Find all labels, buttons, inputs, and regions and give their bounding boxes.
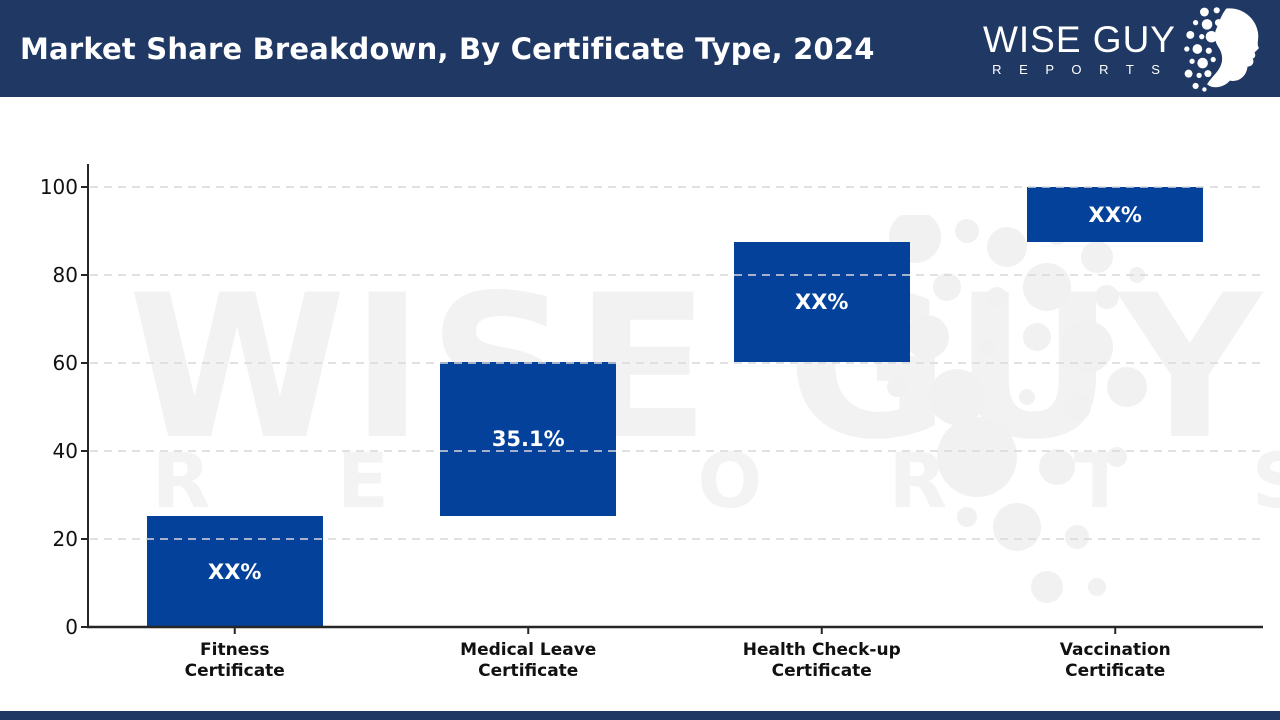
- y-tick-label: 40: [52, 439, 78, 463]
- y-tick-label: 100: [39, 175, 78, 199]
- y-tick-label: 60: [52, 351, 78, 375]
- logo-tagline-text: R E P O R T S: [992, 62, 1167, 77]
- bar-segment-fitness-certificate: XX%: [146, 516, 323, 627]
- bar-value-label: XX%: [208, 559, 262, 584]
- logo-wordmark: WISE GUY R E P O R T S: [983, 21, 1176, 76]
- x-category-label: Health Check-up Certificate: [742, 640, 901, 681]
- y-tick-label: 80: [52, 263, 78, 287]
- logo-name-text: WISE GUY: [982, 19, 1176, 60]
- watermark-head-dots-icon: [887, 215, 1147, 603]
- y-tick-label: 20: [52, 527, 78, 551]
- brand-logo: WISE GUY R E P O R T S: [983, 3, 1266, 95]
- x-category-label: Fitness Certificate: [184, 640, 285, 681]
- y-tick-label: 0: [65, 615, 78, 639]
- chart-title: Market Share Breakdown, By Certificate T…: [20, 31, 875, 66]
- x-category-label: Medical Leave Certificate: [460, 640, 597, 681]
- x-category-label: Vaccination Certificate: [1059, 640, 1171, 681]
- header-bar: Market Share Breakdown, By Certificate T…: [0, 0, 1280, 97]
- footer-bar: [0, 711, 1280, 720]
- logo-head-icon: [1184, 6, 1259, 92]
